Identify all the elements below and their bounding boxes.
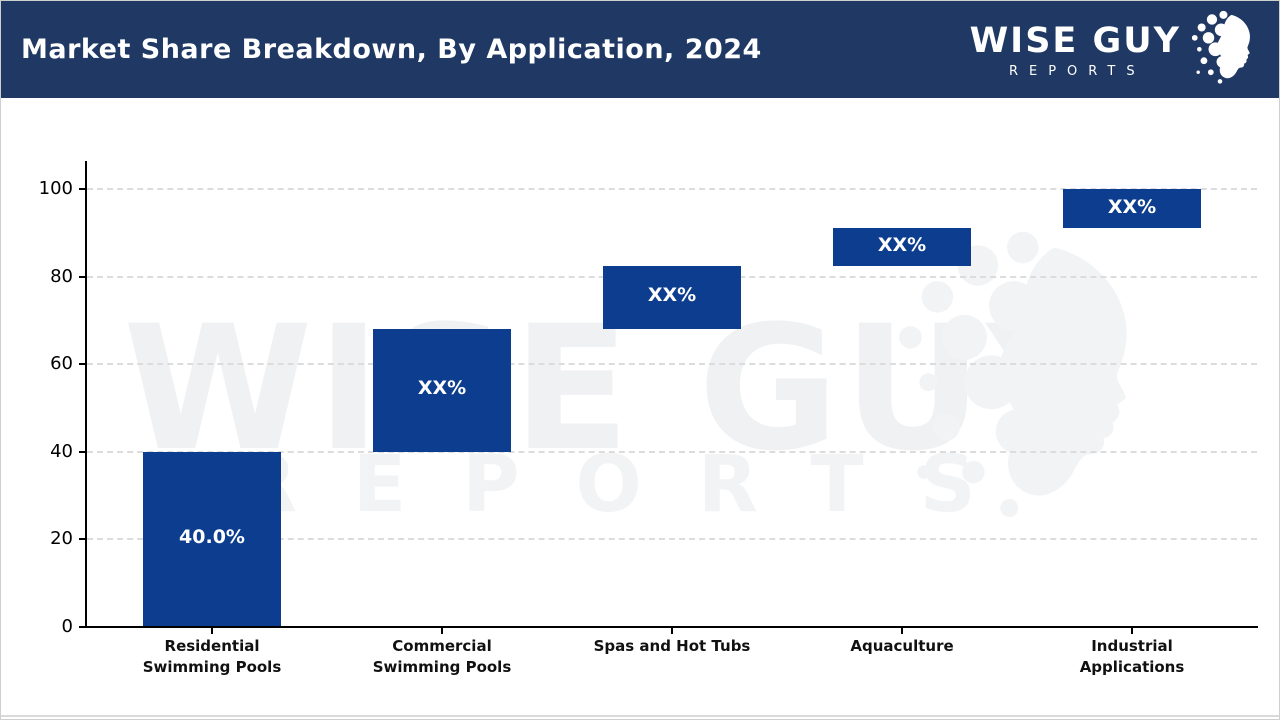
y-axis-tick (79, 450, 86, 453)
ytick-label: 100 (38, 178, 73, 199)
bar-label: 40.0% (179, 526, 245, 549)
ytick-label: 80 (50, 265, 73, 287)
gridline (87, 450, 1257, 453)
ytick-label: 40 (50, 440, 73, 462)
bar-label: XX% (877, 234, 927, 257)
y-axis (85, 161, 87, 627)
category-label-line: Swimming Pools (142, 658, 282, 676)
x-axis-tick (1131, 628, 1133, 634)
y-axis-tick (79, 275, 86, 278)
category-label-line: Swimming Pools (372, 658, 512, 676)
page-title: Market Share Breakdown, By Application, … (21, 34, 762, 65)
wiseguy-logo: WISE GUY REPORTS (970, 7, 1263, 95)
bar-label: XX% (417, 377, 467, 400)
bar (833, 228, 971, 266)
category-label-line: Applications (1079, 658, 1185, 676)
logo-text: WISE GUY REPORTS (969, 21, 1181, 79)
category-label-line: Spas and Hot Tubs (593, 637, 751, 655)
category-label-line: Commercial (392, 637, 492, 655)
watermark-text: REPORTS (237, 440, 1032, 530)
category-label-line: Aquaculture (850, 637, 954, 655)
category-label-line: Residential (164, 637, 260, 655)
category-label: Commercial Swimming Pools (322, 636, 562, 678)
category-label: Aquaculture (782, 636, 1022, 657)
category-label-line: Industrial (1091, 637, 1173, 655)
x-axis-tick (901, 628, 903, 634)
category-label: Residential Swimming Pools (92, 636, 332, 678)
gridline (87, 188, 1257, 190)
y-axis-tick (79, 188, 86, 190)
y-axis-tick (79, 538, 86, 541)
ytick-label: 0 (61, 616, 73, 637)
logo-wordmark: WISE GUY (969, 21, 1181, 61)
category-label: Industrial Applications (1012, 636, 1252, 678)
x-axis-tick (211, 628, 213, 634)
header: Market Share Breakdown, By Application, … (1, 1, 1279, 98)
bar (373, 329, 511, 452)
bar (603, 265, 741, 330)
face-profile-dots-icon (1191, 10, 1250, 84)
bar-label: XX% (1107, 195, 1157, 218)
category-label: Spas and Hot Tubs (552, 636, 792, 657)
x-axis-tick (671, 628, 673, 634)
bottom-divider (1, 715, 1279, 717)
gridline (87, 363, 1257, 366)
x-axis (85, 626, 1258, 628)
gridline (87, 538, 1257, 541)
x-axis-tick (441, 628, 443, 634)
ytick-label: 60 (50, 353, 73, 375)
logo-subtitle: REPORTS (1008, 64, 1146, 79)
bar (143, 451, 281, 627)
y-axis-tick (79, 363, 86, 366)
bar (1063, 189, 1201, 229)
y-axis-tick (79, 626, 86, 628)
chart-area: WISE GUY REPORTS 0 20 40 60 80 100 40.0% XX% XX%… (1, 98, 1279, 717)
ytick-label: 20 (50, 528, 73, 550)
bar-label: XX% (647, 284, 697, 307)
face-profile-dots-icon (899, 231, 1127, 518)
